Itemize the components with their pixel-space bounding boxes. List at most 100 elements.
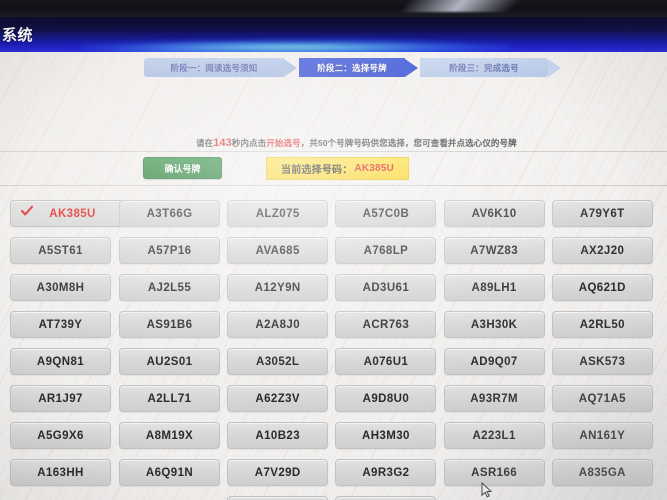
plate-button[interactable]: AR1J97 xyxy=(10,385,111,412)
notice-suffix: ，共50个号牌号码供您选择，您可查看并点选心仪的号牌 xyxy=(300,138,517,148)
plate-button[interactable]: AH3M30 xyxy=(335,422,437,449)
plate-number: A3H30K xyxy=(470,318,518,331)
plate-number: A835GA xyxy=(578,466,626,479)
current-selection-plate: AK385U xyxy=(354,163,394,174)
plate-button[interactable]: A57P16 xyxy=(119,237,220,264)
plate-number: AJ2L55 xyxy=(147,281,192,294)
plate-button[interactable]: A2LL71 xyxy=(119,385,220,412)
plate-number: AK385U xyxy=(49,207,96,220)
plate-number: A223L1 xyxy=(472,429,516,442)
plate-button[interactable]: A5G9X6 xyxy=(10,422,111,449)
plate-button[interactable]: AU2S01 xyxy=(119,348,220,375)
plate-number: A076U1 xyxy=(363,355,409,368)
monitor-bezel xyxy=(0,0,667,17)
current-selection-label: 当前选择号码： xyxy=(281,165,353,176)
plate-number: A89LH1 xyxy=(471,281,517,294)
plate-button[interactable]: AS91B6 xyxy=(119,311,220,338)
plate-number: AQ71A5 xyxy=(578,392,626,405)
plate-number: AD3U61 xyxy=(362,281,410,294)
plate-number: AVA685 xyxy=(255,244,300,257)
plate-button[interactable]: A93R7M xyxy=(443,385,545,412)
plate-button[interactable]: AD9Q07 xyxy=(443,348,545,375)
notice-prefix: 请在 xyxy=(196,138,214,148)
confirm-plate-button[interactable]: 确认号牌 xyxy=(143,157,222,179)
plate-button[interactable]: A57C0B xyxy=(335,200,437,227)
plate-number: ACR763 xyxy=(362,318,410,331)
plate-button[interactable]: AD3U61 xyxy=(335,274,437,301)
plate-column-1: AK385U A5ST61 A30M8H AT739Y A9QN81 AR1J97 A5G9… xyxy=(10,200,123,500)
plate-number: A57P16 xyxy=(147,244,192,257)
plate-number: AV6K10 xyxy=(471,207,517,220)
stage-arrow-3-icon xyxy=(548,58,561,77)
plate-number: A3T66G xyxy=(146,207,193,220)
plate-button[interactable]: A3H30K xyxy=(443,311,545,338)
plate-number: A768LP xyxy=(363,244,409,257)
plate-button[interactable]: ALZ075 xyxy=(227,200,329,227)
plate-number: AH3M30 xyxy=(362,429,410,442)
plate-button[interactable]: AVA685 xyxy=(227,237,329,264)
stage-step-3[interactable]: 阶段三：完成选号 xyxy=(420,58,548,77)
plate-button[interactable]: A9QN81 xyxy=(10,348,111,375)
plate-button[interactable]: ACR763 xyxy=(335,311,437,338)
stage-step-2-label: 阶段二：选择号牌 xyxy=(317,62,387,73)
plate-button[interactable]: A79Y6T xyxy=(551,200,653,227)
plate-button[interactable]: AX41U9 xyxy=(335,496,437,500)
plate-button[interactable]: A3T66G xyxy=(119,200,220,227)
plate-button[interactable]: A30M8H xyxy=(10,274,111,301)
notice-action: 开始选号 xyxy=(266,138,301,148)
app-header-banner: 系统 xyxy=(0,17,667,52)
plate-button[interactable]: A5ST61 xyxy=(10,237,111,264)
plate-button[interactable]: ASK573 xyxy=(551,348,653,375)
plate-number: A163HH xyxy=(37,466,84,479)
plate-button[interactable]: A2RL50 xyxy=(551,311,653,338)
plate-number: A2A8J0 xyxy=(255,318,300,331)
plate-button[interactable]: A3052L xyxy=(227,348,329,375)
plate-button[interactable]: A835GA xyxy=(551,459,653,486)
plate-button[interactable]: A6Q91N xyxy=(119,459,220,486)
plate-number: A2LL71 xyxy=(147,392,192,405)
plate-number: AD9Q07 xyxy=(470,355,518,368)
plate-button[interactable]: A7WZ83 xyxy=(443,237,545,264)
plate-button[interactable]: A8B325 xyxy=(227,496,329,500)
plate-button-selected[interactable]: AK385U xyxy=(10,200,123,227)
plate-number: A9QN81 xyxy=(36,355,85,368)
plate-button[interactable]: A163HH xyxy=(10,459,111,486)
plate-number: AX2J20 xyxy=(580,244,625,257)
plate-button[interactable]: A7V29D xyxy=(227,459,329,486)
plate-button[interactable]: AX2J20 xyxy=(551,237,653,264)
page-content: 阶段一：阅读选号须知 阶段二：选择号牌 阶段三：完成选号 请在143秒内点击开始… xyxy=(0,52,667,500)
plate-number: AT739Y xyxy=(38,318,83,331)
plate-button[interactable]: AV6K10 xyxy=(443,200,545,227)
plate-button[interactable]: A9R3G2 xyxy=(335,459,437,486)
divider-bottom xyxy=(0,185,667,186)
stage-step-2[interactable]: 阶段二：选择号牌 xyxy=(299,58,405,77)
plate-button[interactable]: A10B23 xyxy=(227,422,329,449)
stage-step-1-label: 阶段一：阅读选号须知 xyxy=(170,62,258,73)
plate-button[interactable]: AJ2L55 xyxy=(119,274,220,301)
plate-number: AU2S01 xyxy=(146,355,193,368)
plate-button[interactable]: A768LP xyxy=(335,237,437,264)
notice-middle: 秒内点击 xyxy=(231,138,267,148)
plate-button[interactable]: A89LH1 xyxy=(443,274,545,301)
plate-number: A7V29D xyxy=(254,466,301,479)
plate-button[interactable]: A2A8J0 xyxy=(227,311,329,338)
plate-button[interactable]: AQ71A5 xyxy=(551,385,653,412)
plate-button[interactable]: AT739Y xyxy=(10,311,111,338)
plate-number: A5ST61 xyxy=(38,244,83,257)
plate-button[interactable]: A076U1 xyxy=(335,348,437,375)
plate-button[interactable]: A12Y9N xyxy=(227,274,329,301)
plate-button[interactable]: AN161Y xyxy=(551,422,653,449)
plate-button[interactable]: AQ621D xyxy=(551,274,653,301)
plate-button[interactable]: A62Z3V xyxy=(227,385,329,412)
plate-button[interactable]: A223L1 xyxy=(443,422,545,449)
plate-number: A12Y9N xyxy=(254,281,301,294)
stage-step-1[interactable]: 阶段一：阅读选号须知 xyxy=(144,58,284,77)
plate-number: A10B23 xyxy=(255,429,300,442)
plate-button[interactable]: A8M19X xyxy=(119,422,220,449)
plate-number: A2RL50 xyxy=(579,318,625,331)
plate-button[interactable]: ASR166 xyxy=(443,459,545,486)
plate-button[interactable]: A9D8U0 xyxy=(335,385,437,412)
divider-top xyxy=(0,151,667,152)
plate-number: A5G9X6 xyxy=(37,429,84,442)
